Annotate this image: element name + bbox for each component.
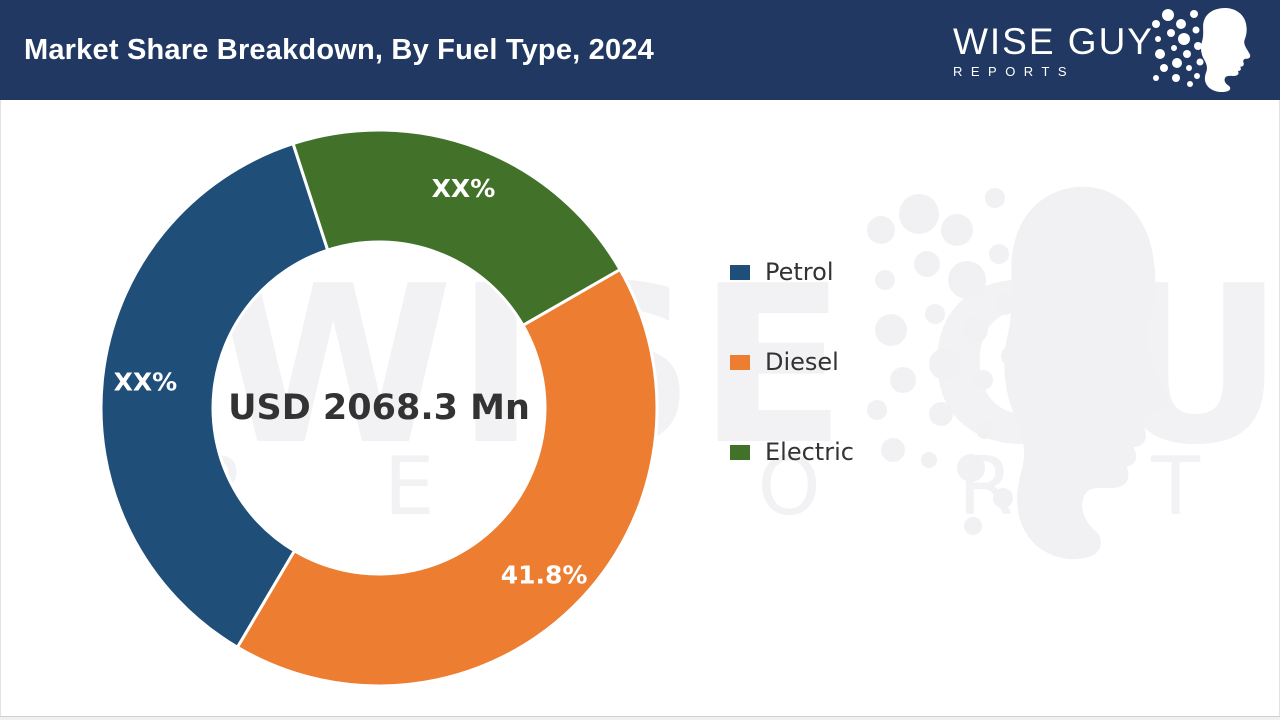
legend-swatch-diesel — [730, 354, 750, 370]
donut-center-value: USD 2068.3 Mn — [228, 388, 530, 428]
logo-face-icon — [1152, 7, 1251, 93]
legend-label-electric: Electric — [765, 438, 854, 466]
donut-chart: XX% 41.8% XX% — [99, 128, 659, 688]
legend-label-petrol: Petrol — [765, 258, 834, 286]
legend-item-electric: Electric — [730, 440, 854, 464]
legend-item-diesel: Diesel — [730, 350, 854, 374]
logo-text: WISE GUY REPORTS — [952, 20, 1154, 79]
watermark-face-icon — [867, 186, 1168, 560]
logo-wise-guy-text: WISE GUY — [952, 20, 1154, 62]
chart-area: WISE GUY R E P O R T S XX%41.8%XX% — [0, 100, 1280, 716]
chart-legend: Petrol Diesel Electric — [730, 260, 854, 464]
donut-slice-petrol — [99, 142, 330, 649]
bottom-border — [0, 716, 1280, 720]
page-title: Market Share Breakdown, By Fuel Type, 20… — [24, 33, 654, 66]
legend-label-diesel: Diesel — [765, 348, 839, 376]
donut-slice-electric — [291, 128, 622, 327]
logo-reports-text: REPORTS — [952, 63, 1076, 79]
legend-item-petrol: Petrol — [730, 260, 854, 284]
slice-label-diesel: 41.8% — [501, 561, 588, 590]
legend-swatch-petrol — [730, 264, 750, 280]
legend-swatch-electric — [730, 444, 750, 460]
wise-guy-logo: WISE GUY REPORTS — [953, 0, 1254, 100]
slice-label-electric: XX% — [432, 174, 496, 203]
donut-slice-diesel — [235, 268, 659, 688]
slice-label-petrol: XX% — [114, 368, 178, 397]
header-bar: Market Share Breakdown, By Fuel Type, 20… — [0, 0, 1280, 100]
